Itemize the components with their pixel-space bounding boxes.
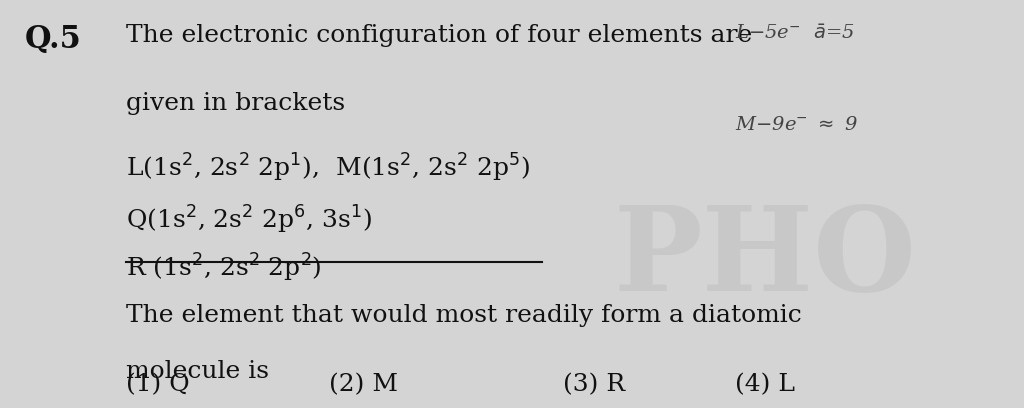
Text: The element that would most readily form a diatomic: The element that would most readily form… <box>126 304 802 327</box>
Text: L(1s$^2$, 2s$^2$ 2p$^1$),  M(1s$^2$, 2s$^2$ 2p$^5$): L(1s$^2$, 2s$^2$ 2p$^1$), M(1s$^2$, 2s$^… <box>126 152 530 184</box>
Text: molecule is: molecule is <box>126 360 269 383</box>
Text: (4) L: (4) L <box>735 373 796 396</box>
Text: PHO: PHO <box>613 201 916 316</box>
Text: (1) Q: (1) Q <box>126 373 189 396</box>
Text: (2) M: (2) M <box>329 373 398 396</box>
Text: (3) R: (3) R <box>563 373 625 396</box>
Text: L$-$5e$^{-}$  $\bar{a}$=5: L$-$5e$^{-}$ $\bar{a}$=5 <box>735 24 855 43</box>
Text: Q(1s$^2$, 2s$^2$ 2p$^6$, 3s$^1$): Q(1s$^2$, 2s$^2$ 2p$^6$, 3s$^1$) <box>126 204 372 236</box>
Text: R (1s$^2$, 2s$^2$ 2p$^2$): R (1s$^2$, 2s$^2$ 2p$^2$) <box>126 252 322 284</box>
Text: The electronic configuration of four elements are: The electronic configuration of four ele… <box>126 24 753 47</box>
Text: given in brackets: given in brackets <box>126 92 345 115</box>
Text: Q.5: Q.5 <box>25 24 81 55</box>
Text: M$-$9e$^{-}$ $\approx$ 9: M$-$9e$^{-}$ $\approx$ 9 <box>735 116 858 134</box>
